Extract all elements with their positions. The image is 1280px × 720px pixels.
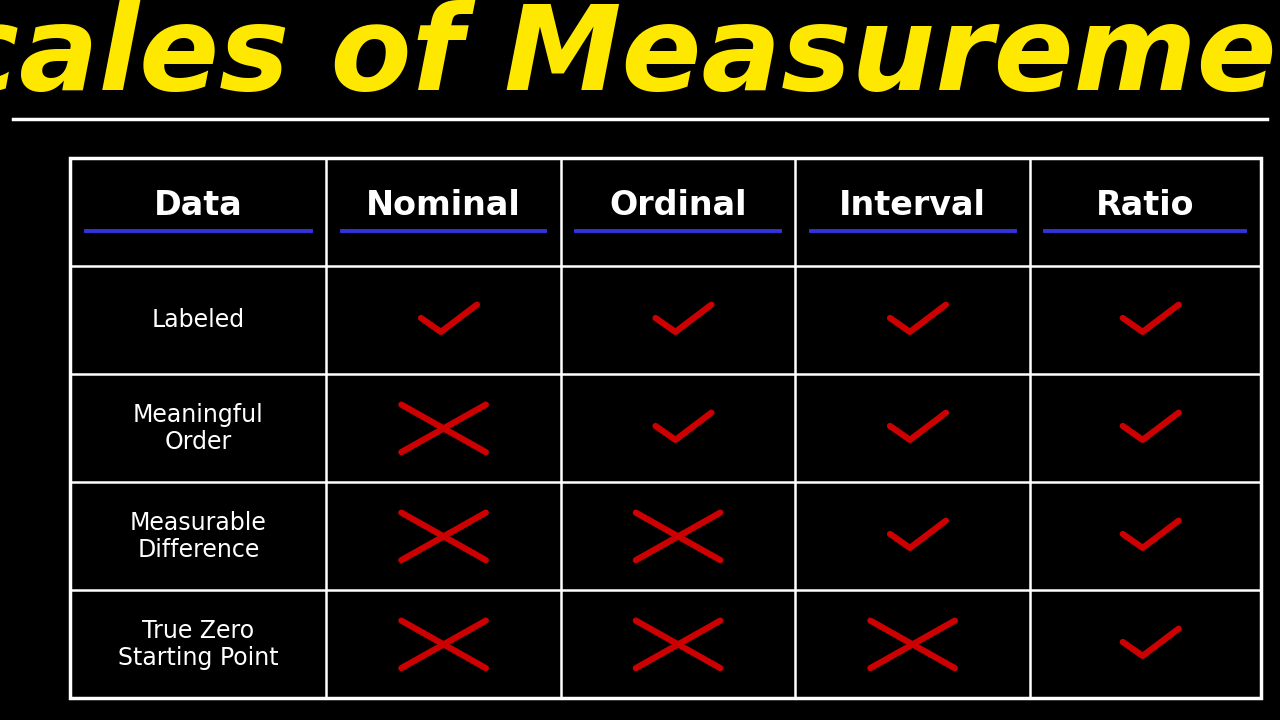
Text: Ratio: Ratio	[1096, 189, 1194, 222]
Text: True Zero
Starting Point: True Zero Starting Point	[118, 618, 279, 670]
Text: Interval: Interval	[840, 189, 986, 222]
Text: Ordinal: Ordinal	[609, 189, 746, 222]
Text: Meaningful
Order: Meaningful Order	[133, 402, 264, 454]
Text: Labeled: Labeled	[152, 308, 244, 333]
Text: Data: Data	[154, 189, 243, 222]
Bar	[70, 158, 1261, 698]
Text: Measurable
Difference: Measurable Difference	[131, 510, 266, 562]
Text: Nominal: Nominal	[366, 189, 521, 222]
Text: Scales of Measurement: Scales of Measurement	[0, 0, 1280, 115]
